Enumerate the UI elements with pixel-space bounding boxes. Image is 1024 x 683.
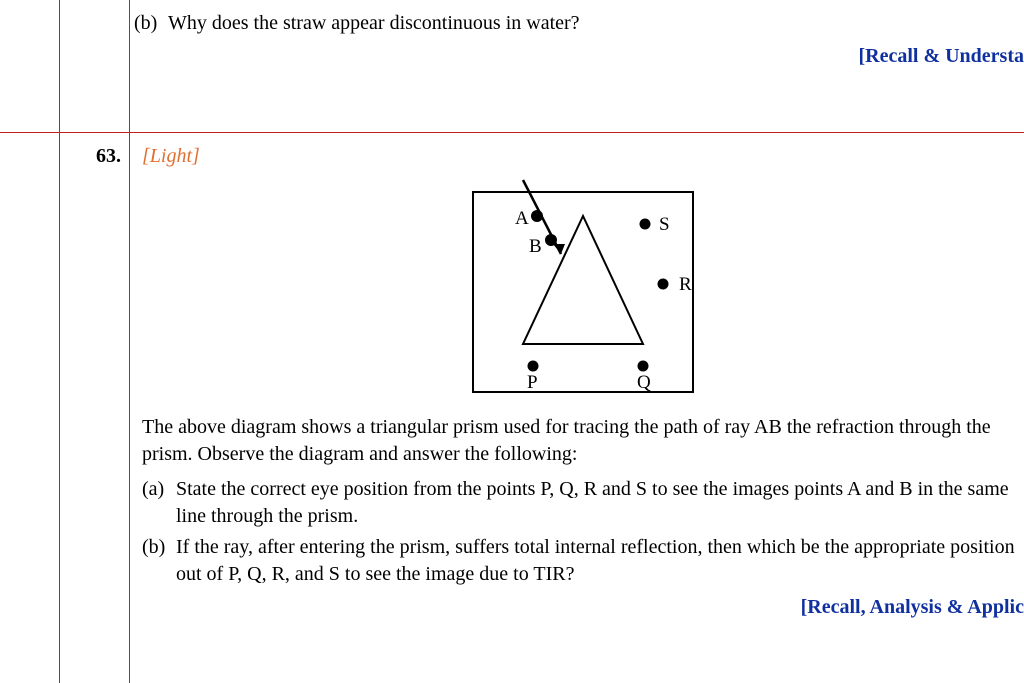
question-paragraph: The above diagram shows a triangular pri… [142, 414, 1024, 468]
sub-label-a: (a) [142, 476, 176, 530]
worksheet-page: (b) Why does the straw appear discontinu… [0, 0, 1024, 683]
row1-margin [0, 0, 60, 133]
topic-label: [Light] [142, 145, 1024, 168]
prism-diagram: AB S R P Q [453, 174, 713, 404]
svg-text:P: P [527, 372, 538, 393]
prism-diagram-wrap: AB S R P Q [142, 174, 1024, 404]
row2-bracket: [Recall, Analysis & Applic [142, 596, 1024, 619]
question-number: 63. [96, 145, 121, 167]
row2-margin [0, 133, 60, 683]
sub-label-b: (b) [134, 10, 168, 37]
sub-label-b2: (b) [142, 534, 176, 588]
row2-b-text: If the ray, after entering the prism, su… [176, 534, 1024, 588]
row1-number-col [60, 0, 130, 133]
row1-bracket: [Recall & Understa [134, 45, 1024, 68]
svg-text:Q: Q [637, 372, 651, 393]
row1-sub-b: (b) Why does the straw appear discontinu… [134, 10, 1024, 37]
row2-sub-b: (b) If the ray, after entering the prism… [142, 534, 1024, 588]
svg-text:R: R [679, 274, 692, 295]
row2-sub-a: (a) State the correct eye position from … [142, 476, 1024, 530]
row1-b-text: Why does the straw appear discontinuous … [168, 10, 1024, 37]
svg-text:A: A [515, 208, 529, 229]
row2-number-col: 63. [60, 133, 130, 683]
row2-content: [Light] AB S R P Q The above diagram shows a… [130, 133, 1024, 683]
row2-a-text: State the correct eye position from the … [176, 476, 1024, 530]
row1-content: (b) Why does the straw appear discontinu… [130, 0, 1024, 133]
svg-text:B: B [529, 236, 542, 257]
sub-list: (a) State the correct eye position from … [142, 476, 1024, 588]
svg-text:S: S [659, 214, 670, 235]
